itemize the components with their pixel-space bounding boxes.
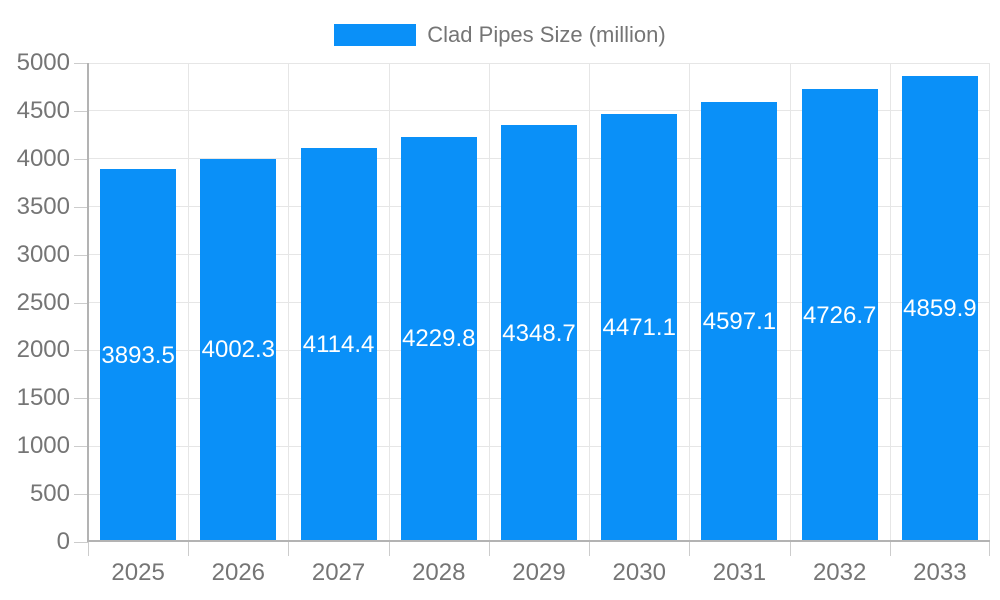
x-axis-label: 2026 xyxy=(211,559,266,586)
gridline-vertical xyxy=(989,63,990,542)
bar-value-label: 4597.1 xyxy=(702,307,777,335)
bar-2026[interactable]: 4002.3 xyxy=(200,158,277,542)
y-axis-label: 3000 xyxy=(16,240,70,268)
gridline-vertical xyxy=(789,63,791,542)
x-axis-tick xyxy=(889,542,891,556)
y-axis-tick xyxy=(74,63,88,64)
y-axis-label: 2000 xyxy=(16,336,70,364)
bar-value-label: 4859.9 xyxy=(903,295,977,323)
y-axis-label: 4500 xyxy=(16,96,70,124)
x-axis-label: 2025 xyxy=(111,559,165,586)
y-axis-tick xyxy=(74,350,88,352)
y-axis-tick xyxy=(74,158,88,160)
y-axis-tick xyxy=(74,206,88,208)
gridline-vertical xyxy=(288,63,290,542)
legend-swatch[interactable] xyxy=(334,24,417,46)
x-axis-tick xyxy=(989,542,990,556)
x-axis-label: 2028 xyxy=(412,559,466,586)
y-axis-label: 5000 xyxy=(16,49,70,76)
gridline-vertical xyxy=(488,63,490,542)
x-axis-label: 2033 xyxy=(913,559,967,586)
gridline-horizontal xyxy=(88,110,990,112)
x-axis-baseline xyxy=(88,540,990,542)
gridline-vertical xyxy=(188,63,190,542)
gridline-vertical xyxy=(889,63,891,542)
bar-value-label: 4114.4 xyxy=(302,330,375,358)
x-axis-tick xyxy=(488,542,490,556)
bar-2027[interactable]: 4114.4 xyxy=(300,147,377,542)
bar-value-label: 4726.7 xyxy=(802,301,877,329)
plot-area: 3893.5 4002.3 4114.4 4229.8 4348.7 4471.1 4597… xyxy=(88,62,990,542)
bar-value-label: 4002.3 xyxy=(201,336,276,364)
x-axis-tick xyxy=(589,542,591,556)
y-axis-line xyxy=(87,63,89,542)
bar-2030[interactable]: 4471.1 xyxy=(601,113,678,542)
x-axis-label: 2030 xyxy=(612,559,666,586)
y-axis-tick xyxy=(74,494,88,496)
y-axis-tick xyxy=(74,302,88,304)
y-axis-label: 500 xyxy=(29,480,70,508)
y-axis-tick xyxy=(74,446,88,448)
bar-2028[interactable]: 4229.8 xyxy=(400,136,477,542)
legend-label: Clad Pipes Size (million) xyxy=(427,22,666,47)
x-axis-tick xyxy=(88,542,89,556)
y-axis-label: 3500 xyxy=(16,192,70,220)
x-axis-tick xyxy=(288,542,290,556)
y-axis-tick xyxy=(74,542,88,543)
x-axis-tick xyxy=(789,542,791,556)
x-axis-label: 2031 xyxy=(712,559,767,586)
bar-2025[interactable]: 3893.5 xyxy=(100,169,177,542)
gridline-vertical xyxy=(388,63,390,542)
legend: Clad Pipes Size (million) xyxy=(0,10,1000,60)
y-axis-label: 1500 xyxy=(16,384,70,412)
y-axis-tick xyxy=(74,110,88,112)
bar-value-label: 4229.8 xyxy=(402,325,476,353)
bar-value-label: 3893.5 xyxy=(101,341,175,369)
y-axis-label: 4000 xyxy=(16,144,70,172)
x-axis-label: 2032 xyxy=(812,559,867,586)
y-axis-label: 2500 xyxy=(16,288,70,316)
bar-value-label: 4471.1 xyxy=(602,313,676,341)
y-axis-label: 1000 xyxy=(16,432,70,460)
bar-2031[interactable]: 4597.1 xyxy=(701,101,778,542)
x-axis-tick xyxy=(188,542,190,556)
bar-value-label: 4348.7 xyxy=(502,319,576,347)
bar-2029[interactable]: 4348.7 xyxy=(501,125,577,542)
bar-2033[interactable]: 4859.9 xyxy=(901,76,978,542)
gridline-vertical xyxy=(589,63,591,542)
y-axis-tick xyxy=(74,254,88,256)
x-axis-label: 2029 xyxy=(512,559,566,586)
gridline-vertical xyxy=(689,63,691,542)
y-axis-tick xyxy=(74,398,88,400)
x-axis-label: 2027 xyxy=(311,559,366,586)
gridline-horizontal xyxy=(88,62,990,64)
y-axis-label: 0 xyxy=(56,528,70,555)
x-axis-tick xyxy=(689,542,691,556)
bar-2032[interactable]: 4726.7 xyxy=(801,89,878,542)
x-axis-tick xyxy=(388,542,390,556)
